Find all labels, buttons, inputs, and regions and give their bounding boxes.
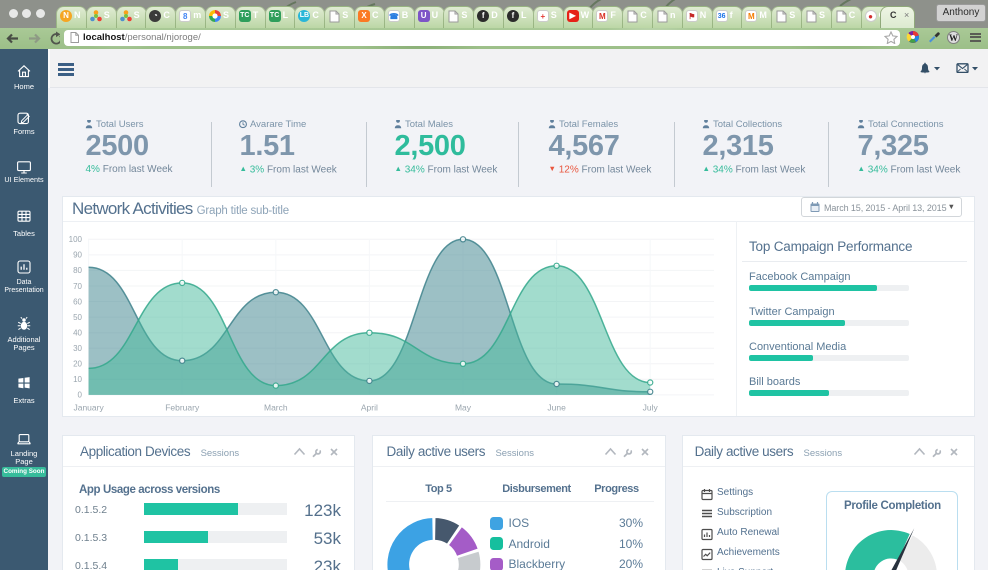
svg-text:10: 10 bbox=[73, 375, 82, 384]
svg-text:0: 0 bbox=[78, 391, 83, 400]
svg-text:February: February bbox=[165, 403, 200, 413]
svg-text:July: July bbox=[643, 403, 659, 413]
svg-text:100: 100 bbox=[69, 235, 83, 244]
svg-text:60: 60 bbox=[73, 297, 82, 306]
svg-text:90: 90 bbox=[73, 251, 82, 260]
svg-text:January: January bbox=[73, 403, 104, 413]
svg-text:70: 70 bbox=[73, 282, 82, 291]
svg-text:March: March bbox=[264, 403, 288, 413]
svg-text:50: 50 bbox=[73, 313, 82, 322]
svg-text:40: 40 bbox=[73, 329, 82, 338]
svg-text:June: June bbox=[547, 403, 566, 413]
svg-text:80: 80 bbox=[73, 266, 82, 275]
svg-text:20: 20 bbox=[73, 360, 82, 369]
svg-text:May: May bbox=[455, 403, 472, 413]
svg-text:30: 30 bbox=[73, 344, 82, 353]
svg-text:April: April bbox=[361, 403, 378, 413]
